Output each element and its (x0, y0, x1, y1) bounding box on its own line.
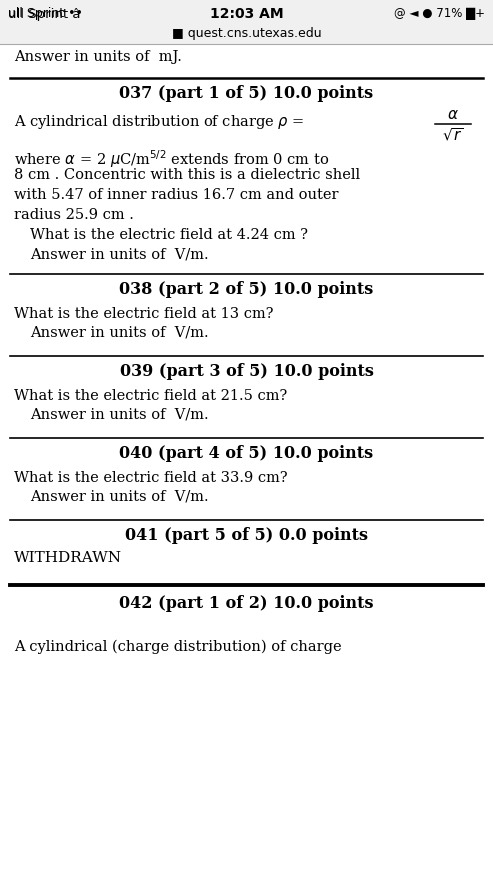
Text: with 5.47 of inner radius 16.7 cm and outer: with 5.47 of inner radius 16.7 cm and ou… (14, 188, 339, 202)
Text: 039 (part 3 of 5) 10.0 points: 039 (part 3 of 5) 10.0 points (120, 363, 373, 380)
Text: Answer in units of  V/m.: Answer in units of V/m. (30, 489, 209, 503)
Text: 041 (part 5 of 5) 0.0 points: 041 (part 5 of 5) 0.0 points (125, 527, 368, 544)
Text: What is the electric field at 4.24 cm ?: What is the electric field at 4.24 cm ? (30, 228, 308, 242)
Text: What is the electric field at 21.5 cm?: What is the electric field at 21.5 cm? (14, 389, 287, 403)
Bar (0, 0, 493, 44)
Text: Answer in units of  mJ.: Answer in units of mJ. (14, 50, 182, 64)
Text: $\sqrt{r}$: $\sqrt{r}$ (442, 126, 464, 143)
Text: 12:03 AM: 12:03 AM (210, 7, 283, 21)
Text: 8 cm . Concentric with this is a dielectric shell: 8 cm . Concentric with this is a dielect… (14, 168, 360, 182)
Text: Answer in units of  V/m.: Answer in units of V/m. (30, 407, 209, 421)
Text: 040 (part 4 of 5) 10.0 points: 040 (part 4 of 5) 10.0 points (119, 445, 374, 462)
Text: 042 (part 1 of 2) 10.0 points: 042 (part 1 of 2) 10.0 points (119, 595, 374, 612)
Text: Answer in units of  V/m.: Answer in units of V/m. (30, 248, 209, 262)
Text: 037 (part 1 of 5) 10.0 points: 037 (part 1 of 5) 10.0 points (119, 85, 374, 102)
Text: @ ◄ ● 71% █+: @ ◄ ● 71% █+ (394, 7, 485, 20)
Text: 038 (part 2 of 5) 10.0 points: 038 (part 2 of 5) 10.0 points (119, 281, 374, 298)
Text: What is the electric field at 13 cm?: What is the electric field at 13 cm? (14, 307, 274, 321)
Text: WITHDRAWN: WITHDRAWN (14, 551, 122, 565)
Text: radius 25.9 cm .: radius 25.9 cm . (14, 208, 134, 222)
Text: ■ quest.cns.utexas.edu: ■ quest.cns.utexas.edu (172, 27, 321, 40)
Text: where $\alpha$ = 2 $\mu$C/m$^{5/2}$ extends from 0 cm to: where $\alpha$ = 2 $\mu$C/m$^{5/2}$ exte… (14, 148, 329, 170)
Text: $\alpha$: $\alpha$ (447, 108, 459, 122)
Text: A cylindrical distribution of charge $\rho$ =: A cylindrical distribution of charge $\r… (14, 113, 305, 131)
Text: A cylindrical (charge distribution) of charge: A cylindrical (charge distribution) of c… (14, 640, 342, 654)
Text: ull Sprint ••: ull Sprint •• (8, 7, 83, 20)
Text: ull Sprint â: ull Sprint â (8, 8, 80, 21)
Text: What is the electric field at 33.9 cm?: What is the electric field at 33.9 cm? (14, 471, 287, 485)
Text: Answer in units of  V/m.: Answer in units of V/m. (30, 325, 209, 339)
